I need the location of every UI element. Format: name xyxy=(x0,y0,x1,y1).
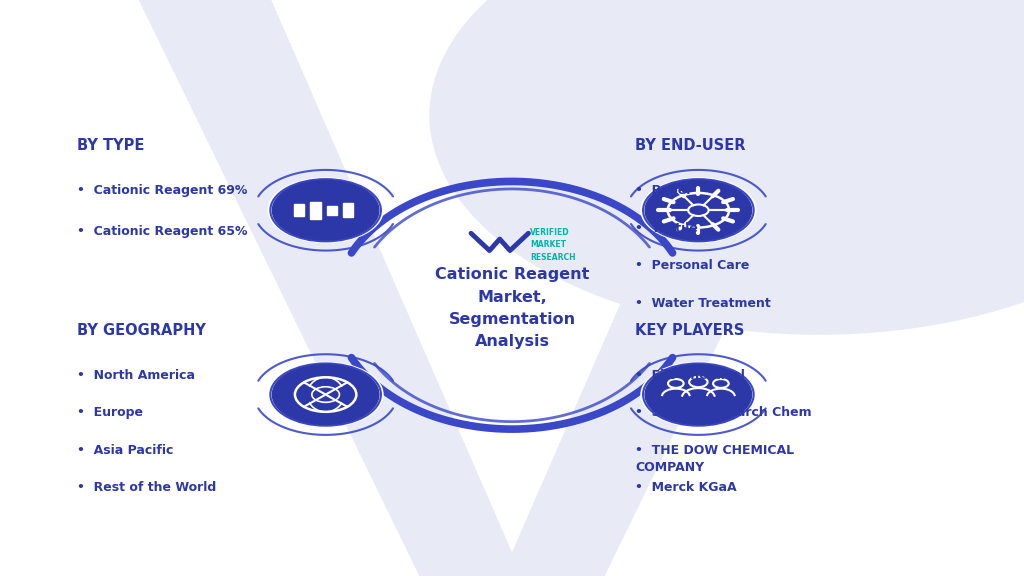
FancyBboxPatch shape xyxy=(338,375,350,414)
Circle shape xyxy=(430,0,1024,334)
Text: •  THE DOW CHEMICAL
COMPANY: • THE DOW CHEMICAL COMPANY xyxy=(635,444,794,473)
Bar xyxy=(343,203,353,217)
Bar xyxy=(294,204,304,216)
Text: Cationic Reagent
Market,
Segmentation
Analysis: Cationic Reagent Market, Segmentation An… xyxy=(435,267,589,349)
Circle shape xyxy=(645,365,752,425)
Text: •  Filo Chemical: • Filo Chemical xyxy=(635,369,744,382)
Circle shape xyxy=(641,178,756,242)
Text: •  Merck KGaA: • Merck KGaA xyxy=(635,481,736,494)
Bar xyxy=(327,206,337,214)
Text: KEY PLAYERS: KEY PLAYERS xyxy=(635,323,744,338)
Text: •  Rest of the World: • Rest of the World xyxy=(77,481,216,494)
Text: •  Personal Care: • Personal Care xyxy=(635,259,750,272)
FancyBboxPatch shape xyxy=(681,191,703,230)
FancyBboxPatch shape xyxy=(338,191,350,230)
Polygon shape xyxy=(497,0,891,576)
Text: •  Textile: • Textile xyxy=(635,222,697,235)
Text: •  Europe: • Europe xyxy=(77,406,142,419)
Text: •  Paper: • Paper xyxy=(635,184,692,198)
Text: •  Asia Pacific: • Asia Pacific xyxy=(77,444,173,457)
Text: •  Shubham Starch Chem: • Shubham Starch Chem xyxy=(635,406,811,419)
Text: BY END-USER: BY END-USER xyxy=(635,138,745,153)
Circle shape xyxy=(268,362,383,427)
Circle shape xyxy=(272,365,379,425)
Text: BY TYPE: BY TYPE xyxy=(77,138,144,153)
Circle shape xyxy=(268,178,383,242)
Circle shape xyxy=(645,180,752,240)
Text: •  North America: • North America xyxy=(77,369,195,382)
FancyBboxPatch shape xyxy=(681,375,703,414)
Circle shape xyxy=(272,180,379,240)
Text: BY GEOGRAPHY: BY GEOGRAPHY xyxy=(77,323,206,338)
Text: •  Water Treatment: • Water Treatment xyxy=(635,297,771,310)
Text: VERIFIED
MARKET
RESEARCH: VERIFIED MARKET RESEARCH xyxy=(530,228,577,262)
Text: •  Cationic Reagent 69%: • Cationic Reagent 69% xyxy=(77,184,247,198)
Text: •  Cationic Reagent 65%: • Cationic Reagent 65% xyxy=(77,225,248,238)
Circle shape xyxy=(641,362,756,427)
Polygon shape xyxy=(133,0,527,576)
Bar xyxy=(310,202,321,219)
